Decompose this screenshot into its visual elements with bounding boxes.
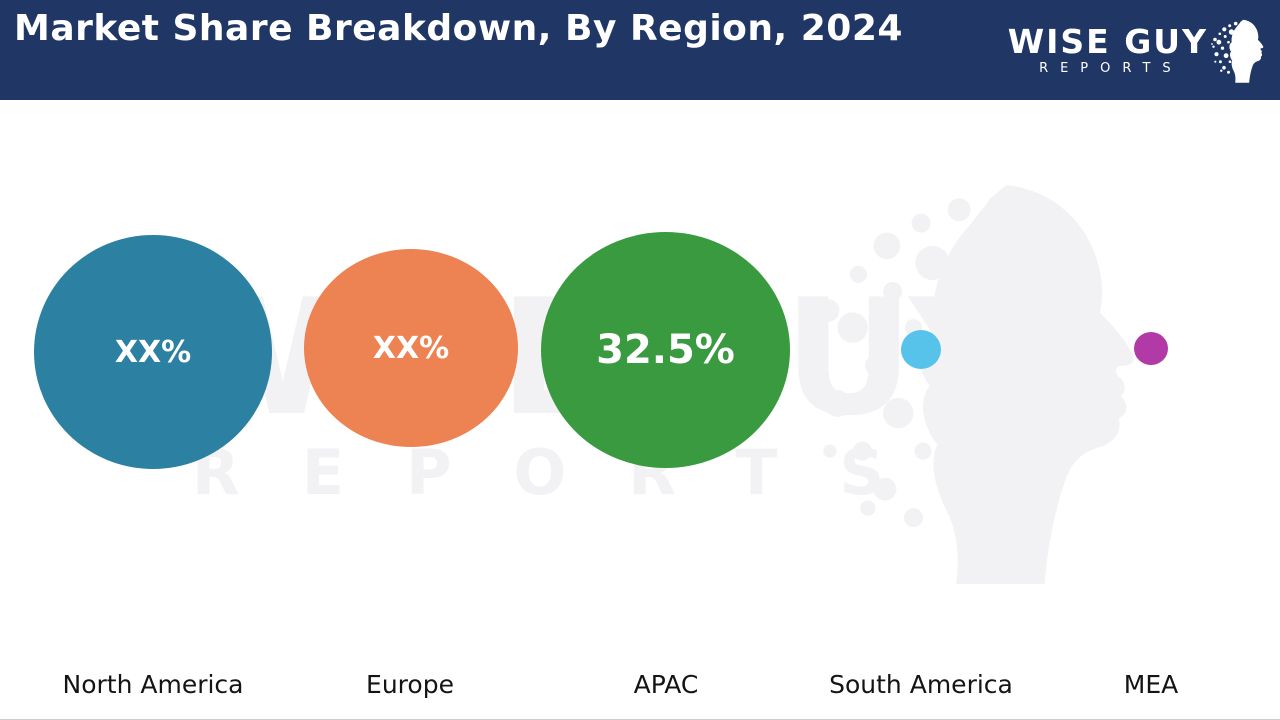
bubble-value-north-america: XX% (114, 334, 192, 370)
bubble-north-america: XX% (34, 235, 272, 469)
logo-head-icon (1211, 19, 1264, 83)
bubble-mea (1134, 332, 1168, 365)
watermark-head-icon (803, 185, 1134, 585)
wise-guy-logo: WISE GUY REPORTS (1008, 8, 1266, 92)
logo-name: WISE GUY (1007, 21, 1208, 61)
bubble-value-apac: 32.5% (596, 327, 735, 373)
bubble-value-europe: XX% (372, 330, 450, 366)
bubble-europe: XX% (304, 249, 518, 447)
logo-tagline: REPORTS (1039, 61, 1183, 77)
page-title: Market Share Breakdown, By Region, 2024 (14, 8, 903, 49)
category-label-south-america: South America (829, 670, 1013, 699)
bubble-south-america (901, 330, 941, 369)
category-label-apac: APAC (633, 670, 699, 699)
category-label-mea: MEA (1123, 670, 1179, 699)
logo-text: WISE GUY REPORTS (1007, 21, 1208, 77)
header-bar: Market Share Breakdown, By Region, 2024 … (0, 0, 1280, 100)
category-label-europe: Europe (366, 670, 454, 699)
watermark-reports-text: REPORTS (192, 436, 947, 509)
bubble-apac: 32.5% (541, 232, 790, 468)
category-label-north-america: North America (62, 670, 244, 699)
